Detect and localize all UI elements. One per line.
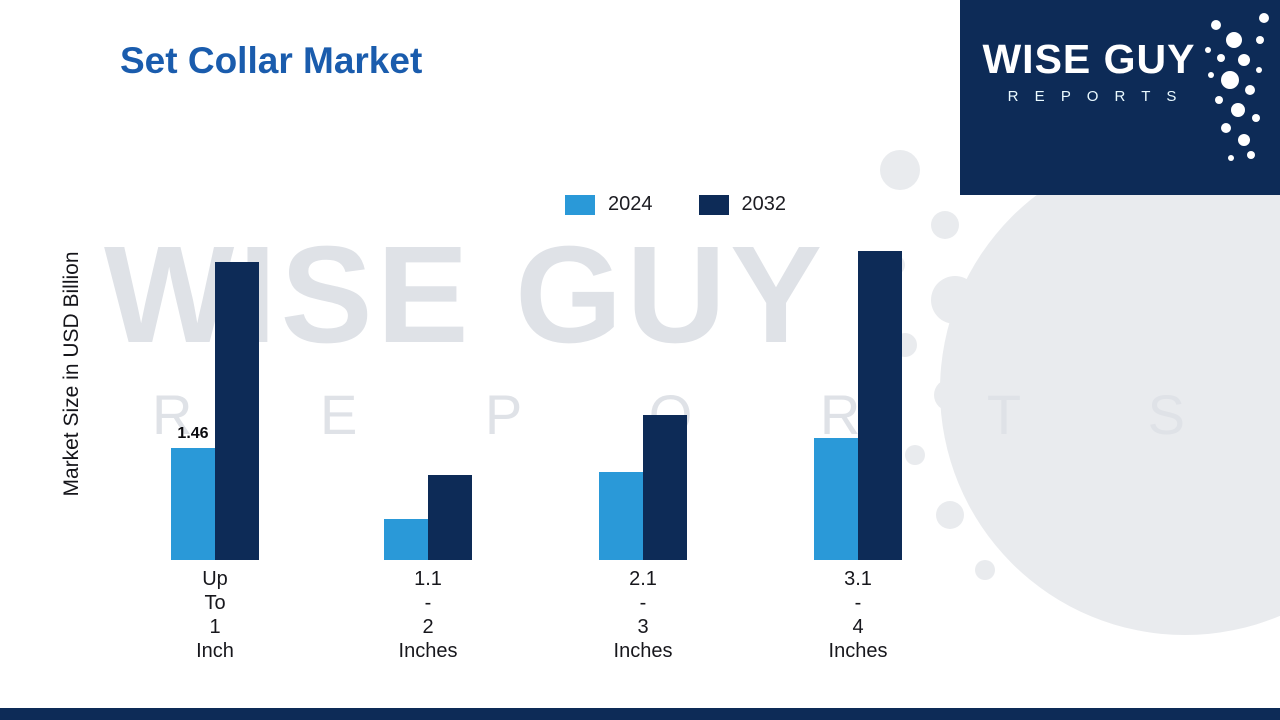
bar-2024-cat3 [599,472,643,560]
bar-2024-cat4 [814,438,858,560]
watermark-dot [931,211,959,239]
bar-2032-cat4 [858,251,902,560]
bar-value-label: 1.46 [177,425,209,442]
bar-2032-cat1 [215,262,259,560]
bar-group-2 [384,475,472,560]
legend-label-2032: 2032 [741,193,787,215]
watermark-dot [931,276,979,324]
chart-legend: 2024 2032 [565,193,786,216]
legend-swatch-2024 [565,194,595,215]
page-title: Set Collar Market [120,40,423,81]
bar-2024-cat1 [171,448,215,560]
legend-item-2032: 2032 [698,193,787,216]
bar-group-1 [171,262,259,560]
legend-item-2024: 2024 [565,193,653,216]
bar-2032-cat3 [643,415,687,560]
brand-logo: WISE GUY R E P O R T S [960,0,1280,195]
legend-label-2024: 2024 [608,193,653,215]
bar-2024-cat2 [384,519,428,560]
category-label-4: 3.1 - 4 Inches [828,568,888,662]
category-label-3: 2.1 - 3 Inches [613,568,673,662]
watermark-dot [936,501,964,529]
watermark-dot [934,379,966,411]
bar-group-4 [814,251,902,560]
footer-bar [0,708,1280,720]
logo-subtitle: R E P O R T S [1007,88,1183,105]
watermark-dot [880,150,920,190]
category-label-2: 1.1 - 2 Inches [398,568,458,662]
watermark-dot [905,445,925,465]
bar-2032-cat2 [428,475,472,560]
category-label-1: Up To 1 Inch [196,568,234,662]
legend-swatch-2032 [698,194,729,215]
bar-group-3 [599,415,687,560]
logo-face-dots-icon [1205,13,1269,161]
watermark-dot [975,560,995,580]
logo-wordmark: WISE GUY [982,36,1196,82]
